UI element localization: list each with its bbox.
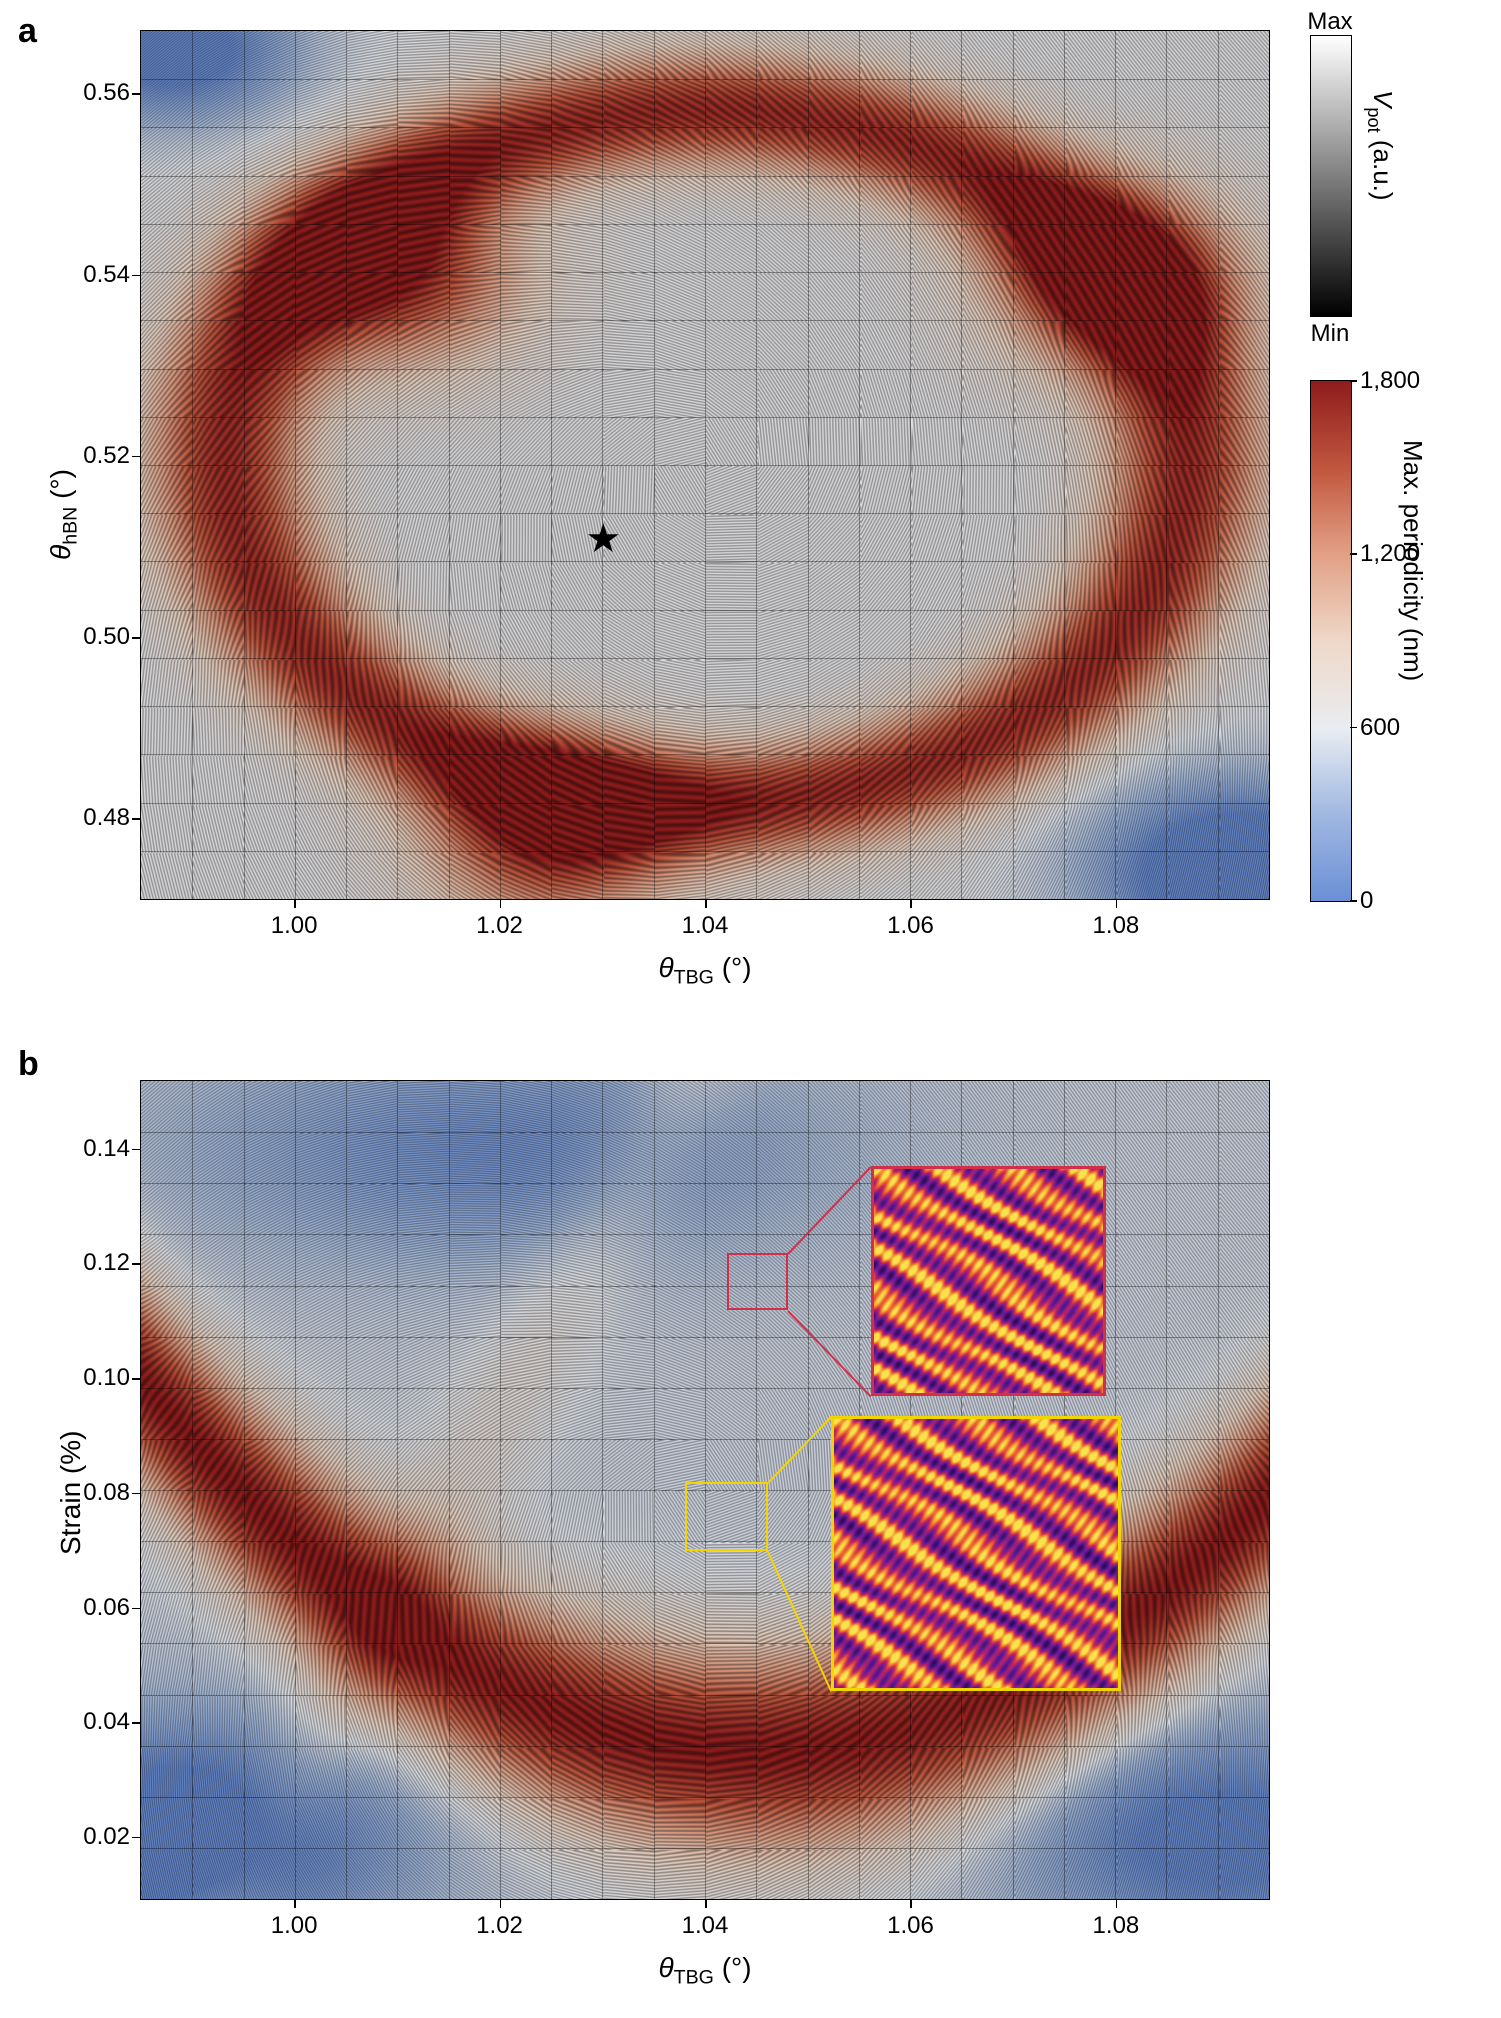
colorbar-periodicity [1310, 380, 1352, 902]
y-tick-label: 0.10 [60, 1364, 130, 1392]
colorbar-vpot-axis-label: Vpot (a.u.) [1363, 90, 1398, 201]
inset-source-box-yellow [685, 1482, 767, 1551]
panel-b-plot [140, 1080, 1270, 1900]
y-tick-label: 0.06 [60, 1594, 130, 1622]
colorbar-vpot-max-label: Max [1285, 8, 1375, 36]
x-tick-label: 1.06 [882, 1912, 938, 1940]
x-tick-label: 1.04 [677, 912, 733, 940]
x-tick-label: 1.04 [677, 1912, 733, 1940]
colorbar-tick-label: 0 [1360, 887, 1373, 915]
panel-b-y-axis-label: Strain (%) [55, 1431, 87, 1555]
colorbar-tick-label: 1,800 [1360, 367, 1420, 395]
y-tick-label: 0.14 [60, 1135, 130, 1163]
panel-label-a: a [18, 12, 37, 51]
panel-label-b: b [18, 1045, 39, 1084]
panel-a-plot: ★ [140, 30, 1270, 900]
inset-display-red [871, 1166, 1106, 1396]
x-tick-label: 1.00 [266, 1912, 322, 1940]
y-tick-label: 0.04 [60, 1708, 130, 1736]
x-tick-label: 1.08 [1088, 1912, 1144, 1940]
y-tick-label: 0.48 [60, 804, 130, 832]
x-tick-label: 1.06 [882, 912, 938, 940]
panel-a-y-axis-label: θhBN (°) [45, 469, 83, 560]
star-marker-icon: ★ [585, 519, 621, 559]
x-tick-label: 1.00 [266, 912, 322, 940]
panel-a-x-axis-label: θTBG (°) [140, 952, 1270, 990]
panel-b-x-axis-label: θTBG (°) [140, 1952, 1270, 1990]
x-tick-label: 1.02 [472, 1912, 528, 1940]
y-tick-label: 0.56 [60, 79, 130, 107]
colorbar-periodicity-axis-label: Max. periodicity (nm) [1397, 440, 1428, 681]
colorbar-tick-label: 600 [1360, 714, 1400, 742]
inset-source-box-red [727, 1253, 789, 1310]
panel-a-grid-overlay [141, 31, 1269, 899]
y-tick-label: 0.52 [60, 442, 130, 470]
x-tick-label: 1.02 [472, 912, 528, 940]
y-tick-label: 0.02 [60, 1823, 130, 1851]
x-tick-label: 1.08 [1088, 912, 1144, 940]
figure-root: a ★ 1.00 1.02 1.04 1.06 1.08 0.48 0.50 0.52 0.54… [0, 0, 1501, 2018]
inset-display-yellow [831, 1416, 1121, 1691]
y-tick-label: 0.54 [60, 261, 130, 289]
colorbar-vpot [1310, 35, 1352, 317]
y-tick-label: 0.12 [60, 1249, 130, 1277]
colorbar-vpot-min-label: Min [1285, 320, 1375, 348]
y-tick-label: 0.50 [60, 623, 130, 651]
